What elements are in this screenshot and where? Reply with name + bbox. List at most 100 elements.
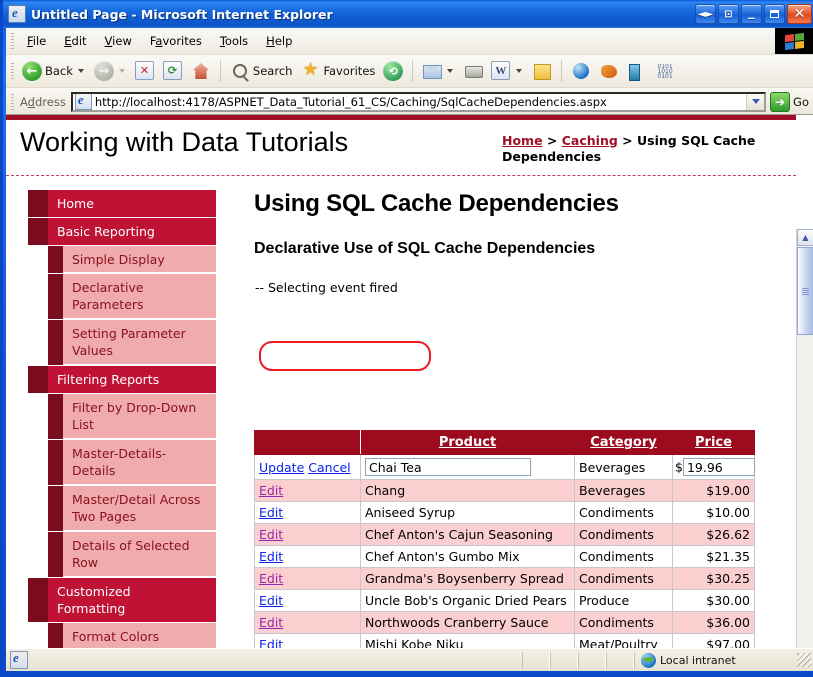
menu-help[interactable]: Help — [266, 34, 293, 48]
sort-product-link[interactable]: Product — [438, 435, 497, 450]
favorites-button[interactable]: ★ Favorites — [296, 57, 379, 85]
menu-tools[interactable]: Tools — [219, 34, 249, 48]
breadcrumb-home-link[interactable]: Home — [502, 133, 543, 148]
breadcrumb-caching-link[interactable]: Caching — [561, 133, 618, 148]
close-button[interactable]: ✕ — [787, 4, 812, 24]
home-icon — [191, 61, 211, 81]
menu-view[interactable]: View — [104, 34, 132, 48]
refresh-icon: ⟳ — [162, 61, 183, 81]
security-zone[interactable]: Local intranet — [634, 651, 797, 669]
scrollbar-thumb[interactable] — [797, 247, 813, 335]
forward-button[interactable]: → — [90, 57, 131, 85]
edit-link[interactable]: Edit — [259, 549, 284, 564]
page-scrollbar-vertical[interactable]: ▲ ▼ — [796, 229, 813, 652]
sidebar-item-simple-display[interactable]: Simple Display — [28, 246, 216, 273]
edit-link[interactable]: Edit — [259, 593, 284, 608]
toolbar-grip[interactable] — [11, 63, 14, 79]
mail-dropdown-icon[interactable] — [447, 69, 454, 73]
back-dropdown-icon[interactable] — [77, 69, 84, 73]
page-title: Using SQL Cache Dependencies — [254, 190, 619, 217]
address-input[interactable]: http://localhost:4178/ASPNET_Data_Tutori… — [70, 91, 767, 112]
firefox-button[interactable] — [595, 57, 623, 85]
security-zone-label: Local intranet — [660, 653, 736, 667]
sidebar-label: Home — [57, 196, 94, 211]
cell-price: $36.00 — [672, 611, 755, 634]
resize-grip[interactable] — [797, 653, 811, 667]
cell-product: Chef Anton's Cajun Seasoning — [360, 523, 575, 546]
stop-button[interactable]: ✕ — [131, 57, 159, 85]
edit-link[interactable]: Edit — [259, 505, 284, 520]
menu-edit[interactable]: Edit — [64, 34, 87, 48]
print-icon — [463, 61, 484, 81]
history-button[interactable]: ⟲ — [379, 57, 407, 85]
menu-file[interactable]: File — [27, 34, 47, 48]
price-input[interactable] — [682, 458, 755, 476]
sidebar-label: Filter by Drop-Down List — [72, 400, 197, 432]
address-dropdown-button[interactable] — [746, 93, 765, 110]
back-button[interactable]: ← Back — [18, 57, 90, 85]
sidebar-item-master-details-details[interactable]: Master-Details-Details — [28, 440, 216, 485]
scroll-up-button[interactable]: ▲ — [797, 229, 813, 246]
refresh-button[interactable]: ⟳ — [159, 57, 187, 85]
table-row: Edit Aniseed Syrup Condiments $10.00 — [254, 501, 755, 524]
minimize-button[interactable]: _ — [741, 4, 762, 24]
go-button[interactable]: ➔ Go — [766, 91, 813, 112]
firefox-icon — [599, 61, 619, 81]
sidebar-item-setting-parameter-values[interactable]: Setting Parameter Values — [28, 320, 216, 365]
edit-link[interactable]: Edit — [259, 483, 284, 498]
research-button[interactable] — [623, 57, 651, 85]
sidebar-item-customized-formatting[interactable]: Customized Formatting — [28, 578, 216, 622]
grid-header-product[interactable]: Product — [360, 430, 575, 455]
tool-bar: ← Back → ✕ ⟳ — [6, 55, 813, 88]
grid-header-price[interactable]: Price — [672, 430, 755, 455]
cancel-link[interactable]: Cancel — [308, 459, 351, 475]
sort-category-link[interactable]: Category — [590, 435, 657, 450]
stop-icon: ✕ — [134, 61, 155, 81]
notes-button[interactable] — [528, 57, 556, 85]
update-link[interactable]: Update — [259, 459, 305, 475]
sort-price-link[interactable]: Price — [695, 435, 732, 450]
edit-word-button[interactable]: W — [487, 57, 528, 85]
edit-link[interactable]: Edit — [259, 527, 284, 542]
grid-header-commands — [254, 430, 361, 455]
menu-favorites[interactable]: Favorites — [149, 34, 202, 48]
encoding-button[interactable]: 0101 1010 0101 — [651, 57, 679, 85]
status-page-icon — [10, 650, 28, 669]
print-button[interactable] — [459, 57, 487, 85]
notes-icon — [532, 61, 552, 81]
globe-icon — [641, 652, 656, 668]
forward-dropdown-icon[interactable] — [118, 69, 125, 73]
cell-price: $21.35 — [672, 545, 755, 568]
sidebar-item-basic-reporting[interactable]: Basic Reporting — [28, 218, 216, 245]
product-name-input[interactable] — [365, 458, 531, 476]
restore-group-button[interactable]: ◄► — [695, 4, 716, 24]
edit-link[interactable]: Edit — [259, 571, 284, 586]
sidebar-item-master-detail-across-two-pages[interactable]: Master/Detail Across Two Pages — [28, 486, 216, 531]
window-list-button[interactable]: ⊡ — [718, 4, 739, 24]
search-button[interactable]: Search — [226, 57, 297, 85]
sidebar-item-declarative-parameters[interactable]: Declarative Parameters — [28, 274, 216, 319]
menu-grip[interactable] — [11, 33, 14, 49]
sidebar-nav: Home Basic Reporting Simple Display Decl… — [28, 190, 216, 652]
sidebar-item-details-of-selected-row[interactable]: Details of Selected Row — [28, 532, 216, 577]
cell-price: $26.62 — [672, 523, 755, 546]
maximize-button[interactable] — [764, 4, 785, 24]
sidebar-item-home[interactable]: Home — [28, 190, 216, 217]
research-icon — [627, 61, 647, 81]
toolbar-separator-3 — [561, 60, 563, 82]
mail-button[interactable] — [418, 57, 459, 85]
edit-dropdown-icon[interactable] — [516, 69, 523, 73]
status-pane-1 — [522, 651, 550, 669]
edit-link[interactable]: Edit — [259, 615, 284, 630]
home-button[interactable] — [187, 57, 215, 85]
address-grip[interactable] — [11, 93, 14, 110]
address-bar: Address http://localhost:4178/ASPNET_Dat… — [6, 88, 813, 115]
sidebar-label: Declarative Parameters — [72, 280, 144, 312]
messenger-button[interactable] — [567, 57, 595, 85]
grid-header-category[interactable]: Category — [574, 430, 673, 455]
sidebar-item-filtering-reports[interactable]: Filtering Reports — [28, 366, 216, 393]
sidebar-item-filter-by-drop-down-list[interactable]: Filter by Drop-Down List — [28, 394, 216, 439]
sidebar-item-format-colors[interactable]: Format Colors — [28, 623, 216, 650]
